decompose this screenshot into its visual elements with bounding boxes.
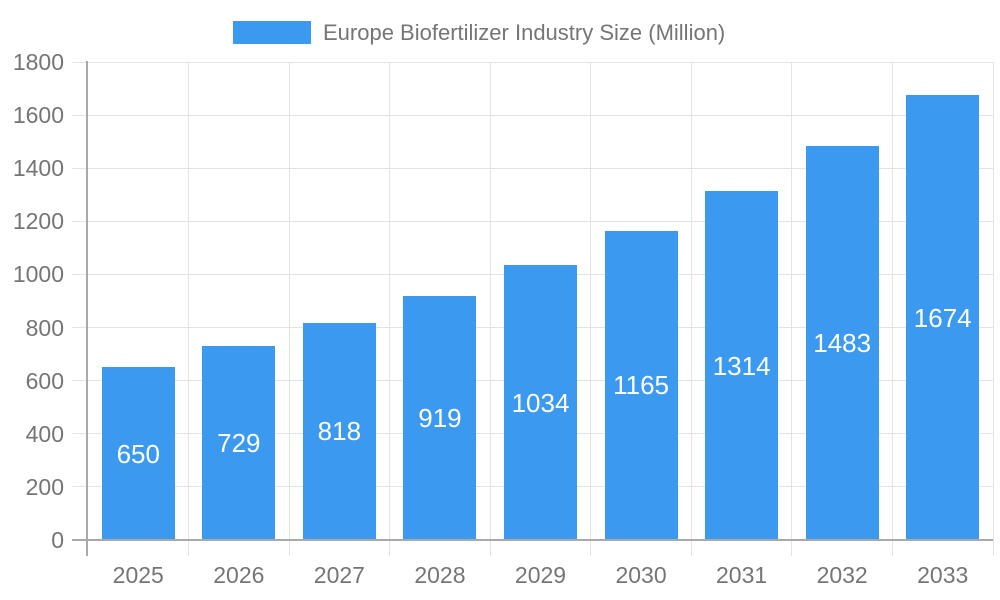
- chart-legend[interactable]: Europe Biofertilizer Industry Size (Mill…: [233, 20, 725, 45]
- y-axis-label: 200: [25, 473, 64, 500]
- bar[interactable]: [403, 295, 477, 540]
- x-axis-label: 2025: [112, 562, 164, 588]
- y-axis-label: 1800: [12, 49, 64, 75]
- v-grid-line: [489, 62, 491, 556]
- bar[interactable]: [604, 230, 678, 540]
- y-axis-line: [86, 61, 88, 556]
- v-grid-line: [288, 62, 290, 556]
- bar-value-label: 818: [317, 416, 362, 447]
- v-grid-line: [389, 62, 391, 556]
- x-axis-label: 2031: [716, 562, 768, 588]
- y-axis-label: 800: [25, 314, 64, 341]
- y-axis-label: 0: [51, 527, 64, 553]
- v-grid-line: [891, 62, 893, 556]
- v-grid-line: [791, 62, 793, 556]
- v-grid-line: [690, 62, 692, 556]
- y-axis-label: 1200: [12, 208, 64, 235]
- y-grid-line: [72, 114, 993, 116]
- legend-swatch-icon: [233, 21, 311, 44]
- x-axis-label: 2027: [313, 562, 365, 588]
- bar-value-label: 919: [418, 402, 462, 433]
- bar[interactable]: [906, 95, 980, 540]
- v-grid-line: [992, 62, 994, 556]
- y-axis-label: 400: [25, 420, 64, 447]
- bar[interactable]: [705, 191, 779, 540]
- y-axis-label: 1000: [12, 261, 64, 288]
- x-axis-label: 2026: [213, 562, 265, 588]
- bar[interactable]: [805, 146, 879, 540]
- bar[interactable]: [101, 367, 175, 540]
- x-axis-label: 2033: [917, 562, 969, 588]
- x-axis-label: 2030: [615, 562, 667, 588]
- bar[interactable]: [202, 346, 276, 540]
- bar-value-label: 1674: [913, 302, 972, 333]
- y-grid-line: [72, 167, 993, 169]
- y-grid-line: [72, 220, 993, 222]
- y-grid-line: [72, 61, 993, 63]
- bar[interactable]: [504, 265, 577, 540]
- v-grid-line: [590, 62, 592, 556]
- legend-label: Europe Biofertilizer Industry Size (Mill…: [323, 20, 726, 45]
- bar-value-label: 1314: [712, 350, 771, 381]
- y-axis-label: 1400: [12, 155, 64, 182]
- bar-value-label: 1034: [511, 387, 570, 418]
- v-grid-line: [188, 62, 190, 556]
- bar[interactable]: [302, 322, 376, 540]
- x-axis-label: 2028: [414, 562, 466, 588]
- x-axis-line: [72, 539, 993, 541]
- y-axis-label: 1600: [12, 102, 64, 129]
- bar-value-label: 650: [116, 438, 160, 469]
- x-axis-label: 2029: [514, 562, 567, 588]
- bar-value-label: 729: [217, 428, 261, 459]
- bar-value-label: 1483: [813, 328, 872, 359]
- y-axis-label: 600: [25, 367, 64, 394]
- bar-value-label: 1165: [613, 370, 669, 401]
- x-axis-label: 2032: [816, 562, 868, 588]
